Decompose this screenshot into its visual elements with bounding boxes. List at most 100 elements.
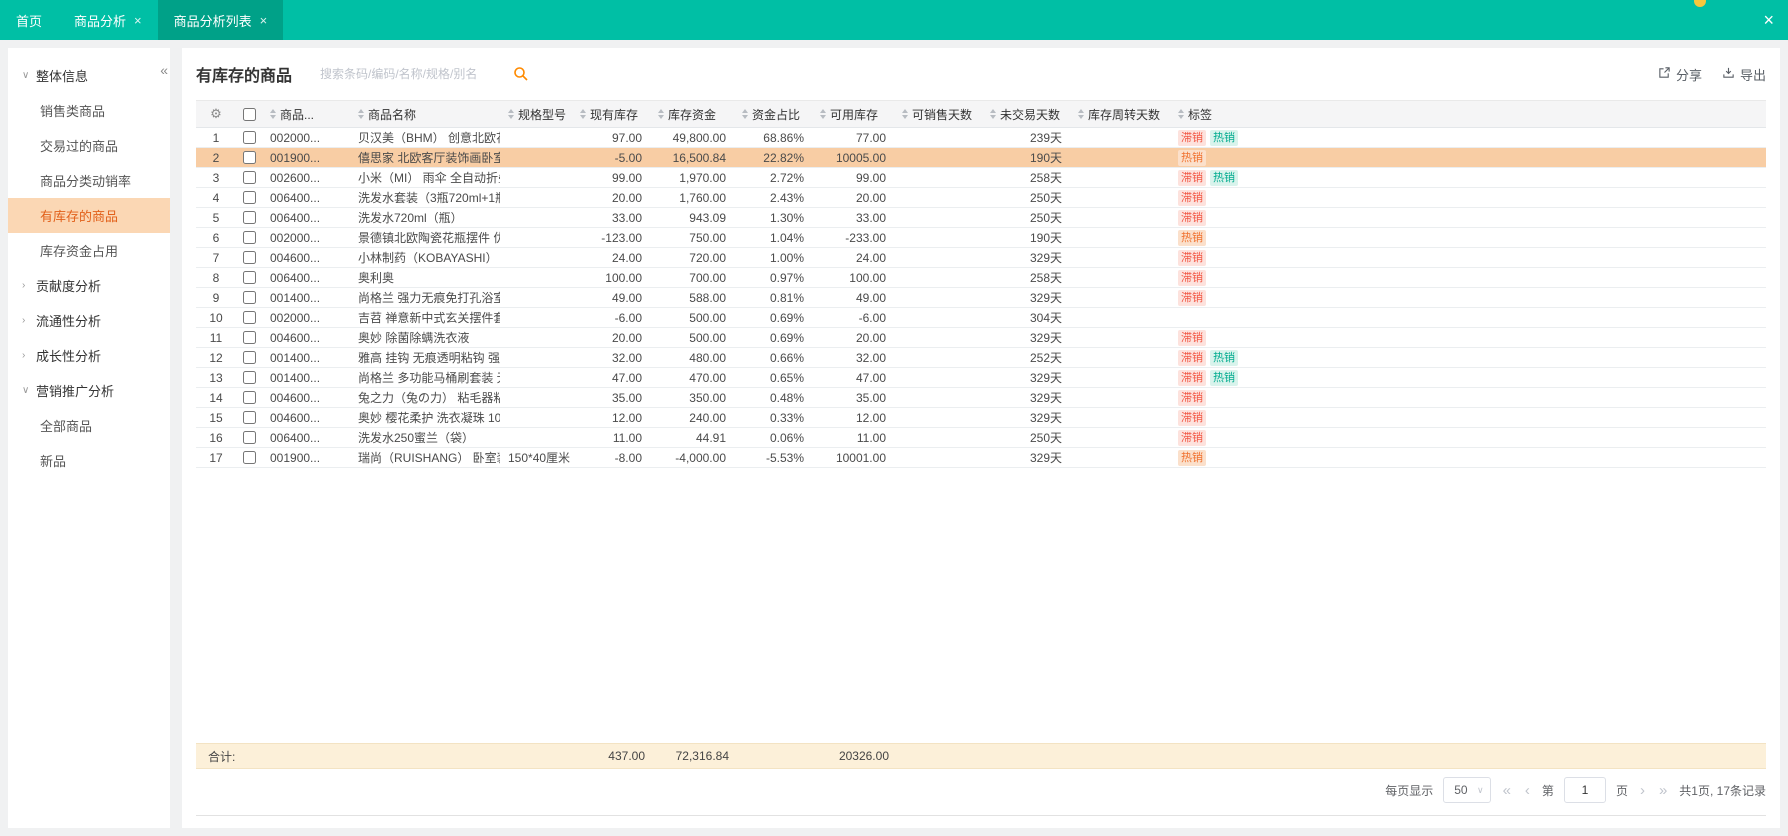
select-all-checkbox[interactable] <box>242 107 256 121</box>
sidebar-item-new-products[interactable]: 新品 <box>40 454 67 469</box>
row-checkbox[interactable] <box>242 191 256 204</box>
sidebar-item-category-sell-rate[interactable]: 商品分类动销率 <box>40 174 132 189</box>
sort-icon[interactable] <box>508 109 514 119</box>
sidebar-group-circulation-analysis[interactable]: › 流通性分析 <box>8 303 170 338</box>
prev-page-button[interactable]: ‹ <box>1524 781 1530 799</box>
search-input[interactable] <box>320 67 506 81</box>
row-checkbox[interactable] <box>242 411 256 424</box>
row-checkbox[interactable] <box>242 251 256 264</box>
row-checkbox[interactable] <box>242 171 256 184</box>
row-filler <box>1290 128 1766 147</box>
table-row[interactable]: 16 006400... 洗发水250蜜兰（袋） 11.00 44.91 0.06% 11.… <box>196 428 1766 448</box>
cell-spec <box>500 388 572 407</box>
tag-red: 滞销 <box>1178 349 1206 366</box>
topbar-close-icon[interactable]: × <box>1763 10 1774 30</box>
download-icon <box>1722 66 1735 82</box>
table-row[interactable]: 2 001900... 僖思家 北欧客厅装饰画卧室 -5.00 16,500.84 22.… <box>196 148 1766 168</box>
column-label: 标签 <box>1188 107 1213 122</box>
table-row[interactable]: 4 006400... 洗发水套装（3瓶720ml+1瓶 20.00 1,760.00 2… <box>196 188 1766 208</box>
table-row[interactable]: 3 002600... 小米（MI） 雨伞 全自动折叠 99.00 1,970.00 2.… <box>196 168 1766 188</box>
table-row[interactable]: 15 004600... 奥妙 樱花柔护 洗衣凝珠 10 12.00 240.00 0.3… <box>196 408 1766 428</box>
column-header-spec[interactable]: 规格型号 <box>500 101 572 127</box>
column-header-ratio[interactable]: 资金占比 <box>734 101 812 127</box>
column-header-available[interactable]: 可用库存 <box>812 101 894 127</box>
table-row[interactable]: 8 006400... 奥利奥 100.00 700.00 0.97% 100.00 258天… <box>196 268 1766 288</box>
next-page-button[interactable]: › <box>1639 781 1645 799</box>
gear-icon[interactable]: ⚙ <box>210 106 222 121</box>
total-ratio <box>737 744 815 768</box>
row-checkbox[interactable] <box>242 431 256 444</box>
sort-icon[interactable] <box>658 109 664 119</box>
last-page-button[interactable]: » <box>1658 781 1668 799</box>
row-checkbox[interactable] <box>242 311 256 324</box>
row-checkbox[interactable] <box>242 371 256 384</box>
tab-home[interactable]: 首页 <box>0 0 58 40</box>
table-row[interactable]: 10 002000... 吉苕 禅意新中式玄关摆件套 -6.00 500.00 0.69%… <box>196 308 1766 328</box>
row-checkbox[interactable] <box>242 451 256 464</box>
page-number-input[interactable] <box>1563 777 1606 803</box>
cell-capital: 350.00 <box>689 390 726 405</box>
cell-sellable_days <box>894 228 982 247</box>
sort-icon[interactable] <box>742 109 748 119</box>
share-button[interactable]: 分享 <box>1658 65 1702 84</box>
sort-icon[interactable] <box>270 109 276 119</box>
first-page-button[interactable]: « <box>1502 781 1511 799</box>
table-row[interactable]: 12 001400... 雅高 挂钩 无痕透明粘钩 强 32.00 480.00 0.66… <box>196 348 1766 368</box>
column-header-name[interactable]: 商品名称 <box>350 101 500 127</box>
sidebar-group-overall-info[interactable]: ∨ 整体信息 <box>8 58 170 93</box>
table-row[interactable]: 14 004600... 兔之力（兔の力） 粘毛器粘 35.00 350.00 0.48%… <box>196 388 1766 408</box>
row-checkbox[interactable] <box>242 291 256 304</box>
table-row[interactable]: 9 001400... 尚格兰 强力无痕免打孔浴室 49.00 588.00 0.81% 4… <box>196 288 1766 308</box>
row-checkbox[interactable] <box>242 231 256 244</box>
column-header-code[interactable]: 商品... <box>262 101 350 127</box>
page-size-select[interactable]: 50 ∨ <box>1443 777 1491 803</box>
sort-icon[interactable] <box>358 109 364 119</box>
sort-icon[interactable] <box>990 109 996 119</box>
sort-icon[interactable] <box>820 109 826 119</box>
row-filler <box>1290 308 1766 327</box>
sidebar-group-contribution-analysis[interactable]: › 贡献度分析 <box>8 268 170 303</box>
sidebar-item-sales-products[interactable]: 销售类商品 <box>40 104 106 119</box>
sort-icon[interactable] <box>1178 109 1184 119</box>
tab-product-analysis[interactable]: 商品分析 × <box>58 0 158 40</box>
tab-close-icon[interactable]: × <box>134 12 142 28</box>
sidebar-collapse-button[interactable]: « <box>160 62 168 78</box>
tab-product-analysis-list[interactable]: 商品分析列表 × <box>157 0 284 40</box>
search-icon[interactable] <box>513 66 529 82</box>
row-checkbox[interactable] <box>242 271 256 284</box>
sidebar-group-growth-analysis[interactable]: › 成长性分析 <box>8 338 170 373</box>
column-header-tags[interactable]: 标签 <box>1170 101 1290 127</box>
sort-icon[interactable] <box>1078 109 1084 119</box>
column-header-no_trade_days[interactable]: 未交易天数 <box>982 101 1070 127</box>
sidebar-item-in-stock-products[interactable]: 有库存的商品 <box>8 198 170 233</box>
column-header-sellable_days[interactable]: 可销售天数 <box>894 101 982 127</box>
row-checkbox[interactable] <box>242 331 256 344</box>
table-row[interactable]: 13 001400... 尚格兰 多功能马桶刷套装 无 47.00 470.00 0.65… <box>196 368 1766 388</box>
notification-dot[interactable] <box>1694 0 1706 7</box>
table-row[interactable]: 1 002000... 贝汉美（BHM） 创意北欧花 97.00 49,800.00 68… <box>196 128 1766 148</box>
sidebar-item-all-products[interactable]: 全部商品 <box>40 419 93 434</box>
row-checkbox[interactable] <box>242 351 256 364</box>
column-header-stock[interactable]: 现有库存 <box>572 101 650 127</box>
row-checkbox[interactable] <box>242 211 256 224</box>
table-row[interactable]: 7 004600... 小林制药（KOBAYASHI） 日 24.00 720.00 1.… <box>196 248 1766 268</box>
table-row[interactable]: 11 004600... 奥妙 除菌除螨洗衣液 20.00 500.00 0.69% 20.… <box>196 328 1766 348</box>
row-checkbox[interactable] <box>242 391 256 404</box>
tab-close-icon[interactable]: × <box>259 12 268 28</box>
table-row[interactable]: 6 002000... 景德镇北欧陶瓷花瓶摆件 优 -123.00 750.00 1.04… <box>196 228 1766 248</box>
cell-ratio: 0.33% <box>769 410 804 425</box>
sidebar-item-stock-capital-usage[interactable]: 库存资金占用 <box>40 244 119 259</box>
cell-name: 洗发水720ml（瓶） <box>358 211 463 225</box>
table-row[interactable]: 17 001900... 瑞尚（RUISHANG） 卧室装 150*40厘米 -8.00… <box>196 448 1766 468</box>
row-checkbox[interactable] <box>242 151 256 164</box>
row-checkbox[interactable] <box>242 131 256 144</box>
sort-icon[interactable] <box>902 109 908 119</box>
sort-icon[interactable] <box>580 109 586 119</box>
column-header-turnover_days[interactable]: 库存周转天数 <box>1070 101 1170 127</box>
sidebar-group-marketing-analysis[interactable]: ∨ 营销推广分析 <box>8 373 170 408</box>
table-row[interactable]: 5 006400... 洗发水720ml（瓶） 33.00 943.09 1.30% 33.… <box>196 208 1766 228</box>
sidebar-item-traded-products[interactable]: 交易过的商品 <box>40 139 119 154</box>
export-button[interactable]: 导出 <box>1722 65 1766 84</box>
cell-turnover_days <box>1070 208 1170 227</box>
column-header-capital[interactable]: 库存资金 <box>650 101 734 127</box>
